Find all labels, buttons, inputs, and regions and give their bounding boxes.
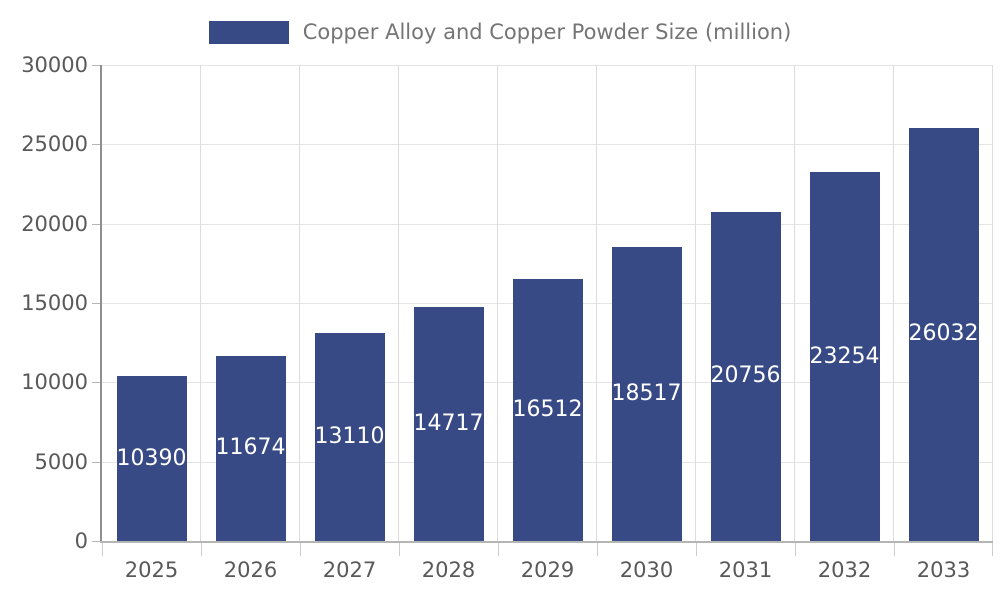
x-axis-tick <box>498 543 499 556</box>
x-axis-tick <box>399 543 400 556</box>
x-axis-tick-label: 2027 <box>322 558 377 582</box>
bar-value-label: 10390 <box>116 445 187 471</box>
y-axis-tick-label: 20000 <box>21 211 88 236</box>
bar-value-label: 14717 <box>413 411 484 437</box>
bar-2028: 14717 <box>413 307 484 541</box>
legend-swatch <box>208 20 289 44</box>
h-gridline <box>102 144 993 146</box>
x-axis-tick <box>201 543 202 556</box>
h-gridline <box>102 223 993 225</box>
y-axis-tick-label: 5000 <box>34 449 88 474</box>
x-axis-tick-label: 2025 <box>124 558 179 582</box>
y-axis-tick <box>92 382 100 384</box>
v-gridline <box>992 65 993 541</box>
x-axis-tick-label: 2028 <box>421 558 476 582</box>
v-gridline <box>794 65 795 541</box>
y-axis-tick-label: 30000 <box>21 53 88 77</box>
x-axis-tick <box>597 543 598 556</box>
y-axis-tick-label: 0 <box>74 529 88 553</box>
bar-2030: 18517 <box>611 247 682 541</box>
bar-2033: 26032 <box>908 127 979 541</box>
x-axis-tick <box>300 543 301 556</box>
x-axis-tick-label: 2030 <box>619 558 674 582</box>
bar-value-label: 26032 <box>908 321 979 347</box>
legend-label: Copper Alloy and Copper Powder Size (mil… <box>302 20 792 44</box>
legend: Copper Alloy and Copper Powder Size (mil… <box>0 20 1000 44</box>
y-axis-tick <box>92 144 100 146</box>
bar-value-label: 20756 <box>710 363 781 389</box>
v-gridline <box>497 65 498 541</box>
x-axis-tick <box>795 543 796 556</box>
bar-value-label: 11674 <box>215 435 286 461</box>
x-axis-tick-label: 2029 <box>520 558 575 582</box>
x-axis-tick <box>894 543 895 556</box>
x-axis-tick-label: 2032 <box>817 558 872 582</box>
v-gridline <box>596 65 597 541</box>
x-axis-tick <box>696 543 697 556</box>
x-axis-line <box>100 541 993 543</box>
bar-value-label: 16512 <box>512 396 583 422</box>
bar-2032: 23254 <box>809 172 880 541</box>
v-gridline <box>398 65 399 541</box>
bar-value-label: 23254 <box>809 343 880 369</box>
v-gridline <box>299 65 300 541</box>
bar-2026: 11674 <box>215 355 286 541</box>
plot-area: 10390 11674 13110 14717 16512 18517 20756 23254… <box>92 65 993 556</box>
x-axis-tick-label: 2033 <box>916 558 971 582</box>
bar-2027: 13110 <box>314 332 385 541</box>
y-axis-tick <box>92 303 100 304</box>
y-axis-tick-label: 10000 <box>21 370 88 395</box>
bar-value-label: 13110 <box>314 423 385 449</box>
x-axis-tick <box>102 543 103 556</box>
bar-2031: 20756 <box>710 211 781 541</box>
v-gridline <box>893 65 894 541</box>
h-gridline <box>102 65 993 66</box>
bar-2025: 10390 <box>116 376 187 541</box>
y-axis-tick <box>92 461 100 463</box>
v-gridline <box>695 65 696 541</box>
bar-value-label: 18517 <box>611 381 682 407</box>
x-axis-tick <box>992 543 993 556</box>
x-axis-tick-label: 2026 <box>223 558 278 582</box>
y-axis-line <box>100 65 102 543</box>
y-axis-tick <box>92 65 100 66</box>
v-gridline <box>200 65 201 541</box>
bar-2029: 16512 <box>512 279 583 541</box>
y-axis-tick-label: 25000 <box>21 132 88 157</box>
y-axis-tick-label: 15000 <box>21 291 88 315</box>
x-axis-tick-label: 2031 <box>718 558 773 582</box>
y-axis-tick <box>92 541 100 542</box>
y-axis-tick <box>92 223 100 225</box>
